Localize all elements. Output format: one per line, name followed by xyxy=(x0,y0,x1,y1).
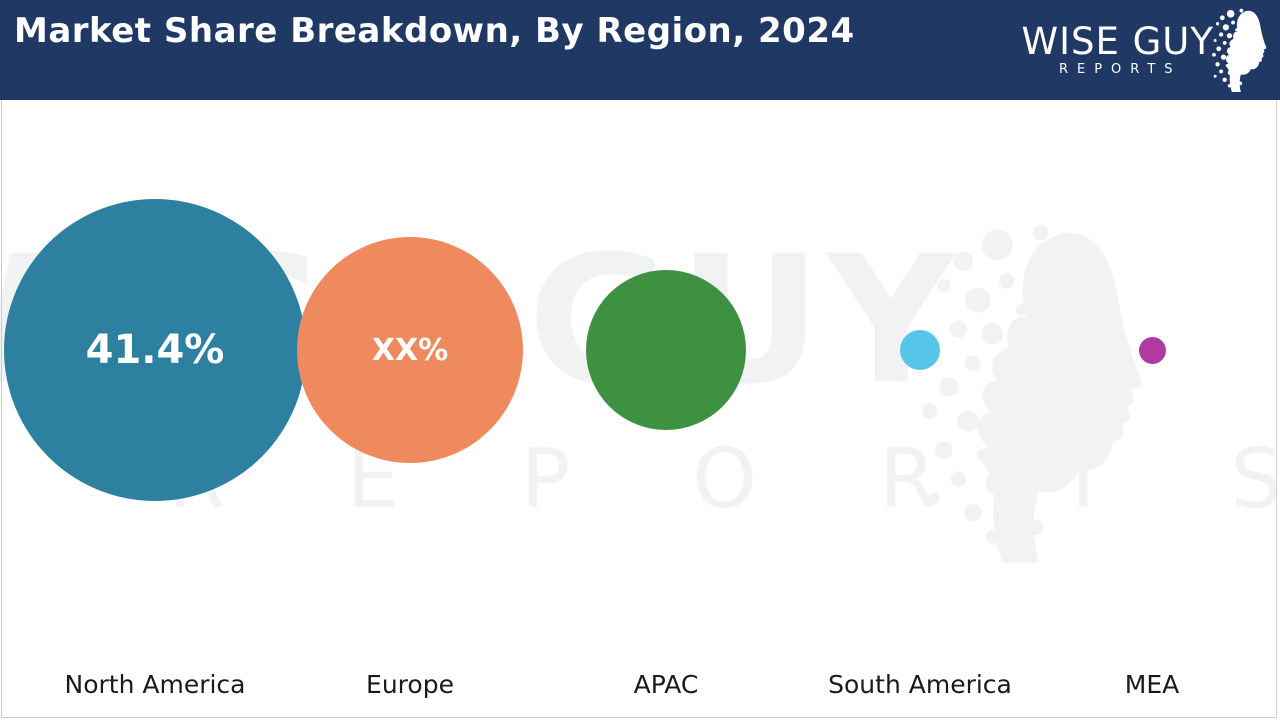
category-label-north-america: North America xyxy=(64,670,246,699)
category-label-mea: MEA xyxy=(1124,670,1180,699)
bubble-mea xyxy=(1138,336,1166,364)
bubble-north-america: 41.4% xyxy=(4,199,306,501)
page-title: Market Share Breakdown, By Region, 2024 xyxy=(14,11,855,51)
brand-logo-text: WISE GUY REPORTS xyxy=(1022,22,1214,78)
brand-logo: WISE GUY REPORTS xyxy=(1022,0,1280,100)
bubble-south-america xyxy=(900,330,940,370)
category-label-europe: Europe xyxy=(366,670,454,699)
category-label-apac: APAC xyxy=(633,670,699,699)
brand-subtitle: REPORTS xyxy=(1058,62,1182,77)
category-label-south-america: South America xyxy=(828,670,1012,699)
bubble-value-north-america: 41.4% xyxy=(85,327,225,373)
brand-name: WISE GUY xyxy=(1021,20,1214,63)
bubble-value-europe: XX% xyxy=(371,332,449,368)
bubble-europe: XX% xyxy=(297,237,523,463)
bubble-apac xyxy=(586,270,746,430)
header-bar: Market Share Breakdown, By Region, 2024 … xyxy=(0,0,1280,100)
